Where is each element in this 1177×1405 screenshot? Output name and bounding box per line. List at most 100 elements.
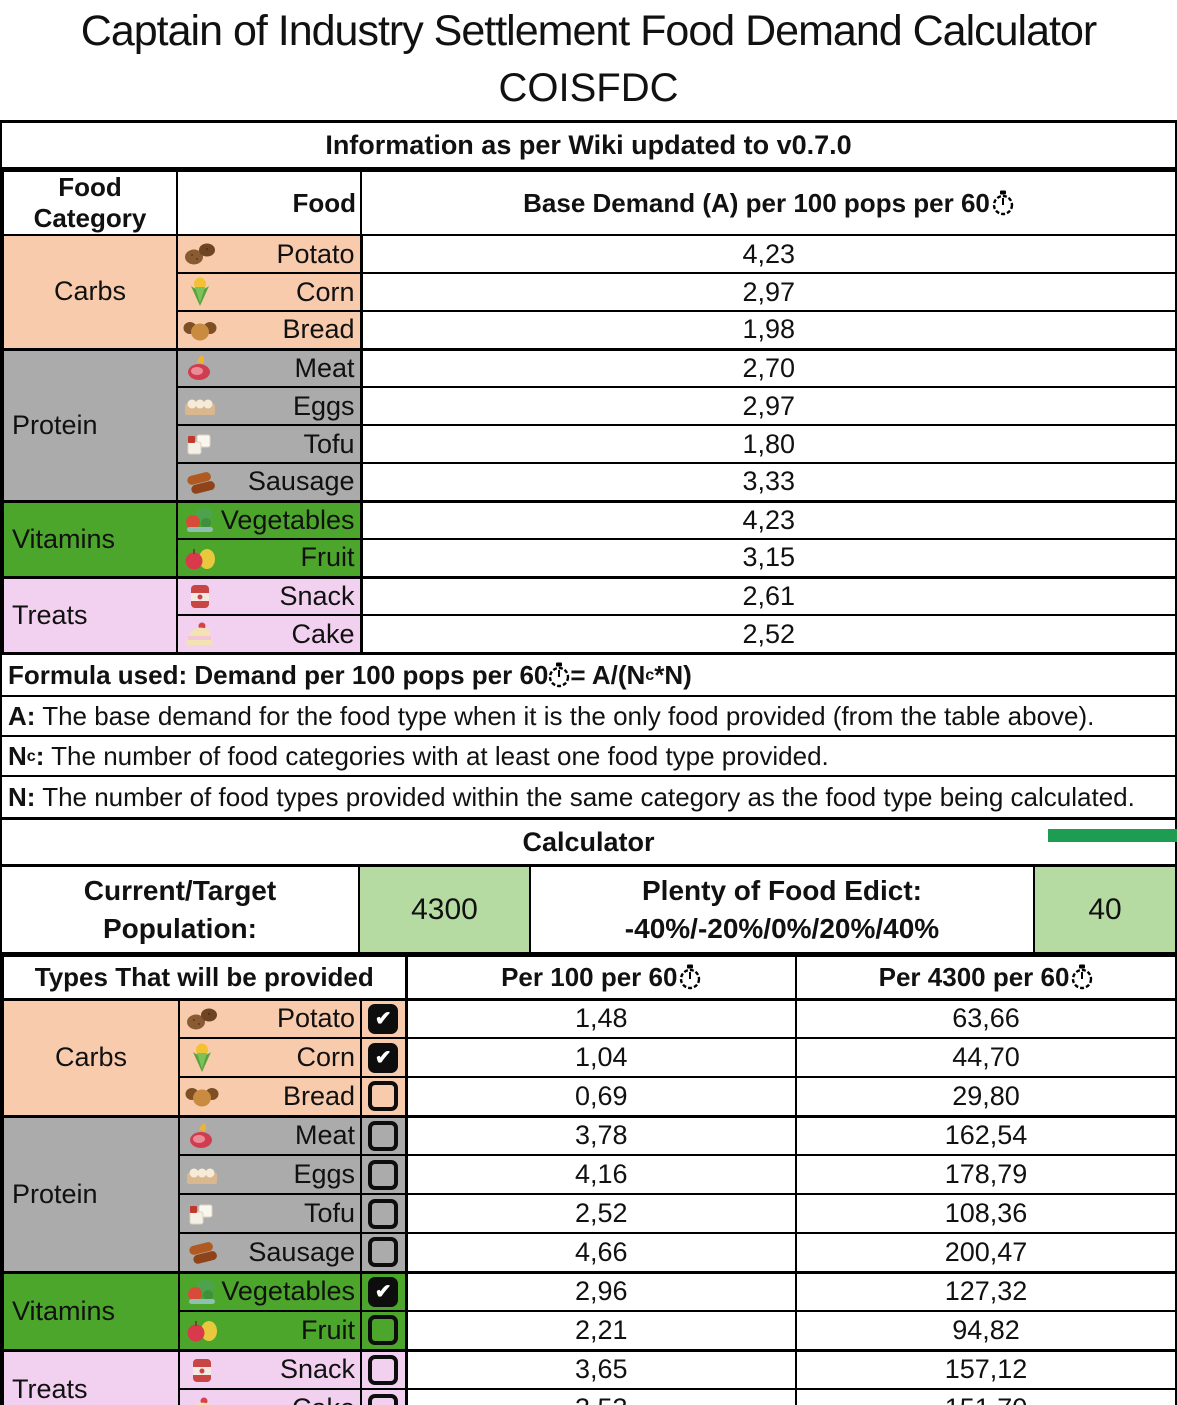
stopwatch-icon — [992, 190, 1014, 216]
fruit-icon — [184, 1315, 220, 1345]
checkbox-cell — [359, 1114, 408, 1156]
calculator-banner: Calculator — [2, 817, 1175, 867]
stopwatch-icon — [679, 964, 701, 990]
bread-checkbox[interactable] — [368, 1081, 399, 1112]
corn-icon — [182, 277, 218, 307]
page-title: Captain of Industry Settlement Food Dema… — [80, 7, 1097, 55]
food-cell-cake: Cake — [176, 614, 363, 654]
checkbox-cell — [359, 1348, 408, 1390]
food-cell-vegetables: Vegetables — [176, 499, 363, 540]
per4300-value: 200,47 — [795, 1232, 1177, 1273]
food-cell-sausage: Sausage — [176, 462, 363, 502]
corn-checkbox[interactable]: ✔ — [368, 1042, 399, 1073]
checkbox-cell — [359, 1388, 408, 1405]
bread-icon — [182, 315, 218, 345]
edict-input[interactable]: 40 — [1035, 867, 1175, 954]
per100-value: 0,69 — [405, 1076, 798, 1117]
vegetables-checkbox[interactable]: ✔ — [368, 1276, 399, 1307]
per4300-value: 127,32 — [795, 1270, 1177, 1312]
per100-value: 2,52 — [405, 1193, 798, 1234]
base-demand-value: 2,97 — [360, 272, 1177, 312]
category-cell-treats: Treats — [2, 575, 178, 654]
page-subtitle: COISFDC — [498, 66, 679, 110]
eggs-checkbox[interactable] — [368, 1159, 399, 1190]
potato-checkbox[interactable]: ✔ — [368, 1003, 399, 1034]
base-demand-value: 2,61 — [360, 575, 1177, 616]
spreadsheet: Information as per Wiki updated to v0.7.… — [0, 120, 1177, 1405]
check-icon: ✔ — [374, 1007, 392, 1030]
per4300-value: 151,70 — [795, 1388, 1177, 1405]
meat-icon — [184, 1121, 220, 1151]
cake-checkbox[interactable] — [368, 1393, 399, 1405]
base-demand-value: 3,33 — [360, 462, 1177, 502]
base-demand-value: 2,70 — [360, 347, 1177, 388]
food-cell-tofu: Tofu — [178, 1193, 362, 1234]
meat-checkbox[interactable] — [368, 1120, 399, 1151]
food-cell-potato: Potato — [176, 234, 363, 274]
food-cell-bread: Bread — [176, 310, 363, 350]
title-block: Captain of Industry Settlement Food Dema… — [0, 0, 1177, 120]
corn-icon — [184, 1043, 220, 1073]
calculator-inputs-row: Current/Target Population: 4300 Plenty o… — [2, 867, 1175, 955]
col-header-types: Types That will be provided — [1, 955, 408, 1000]
per100-value: 3,65 — [405, 1348, 798, 1390]
food-cell-snack: Snack — [178, 1348, 362, 1390]
category-cell-carbs: Carbs — [2, 234, 178, 350]
snack-checkbox[interactable] — [368, 1354, 399, 1385]
tofu-icon — [184, 1199, 220, 1229]
col-header-base-demand: Base Demand (A) per 100 pops per 60 — [360, 170, 1177, 236]
check-icon: ✔ — [374, 1046, 392, 1069]
population-label: Current/Target Population: — [2, 867, 360, 954]
cake-icon — [184, 1394, 220, 1405]
base-demand-value: 2,97 — [360, 386, 1177, 426]
food-cell-cake: Cake — [178, 1388, 362, 1405]
food-cell-meat: Meat — [178, 1114, 362, 1156]
food-cell-eggs: Eggs — [178, 1154, 362, 1195]
tofu-checkbox[interactable] — [368, 1198, 399, 1229]
population-input[interactable]: 4300 — [360, 867, 531, 954]
definition-n: N: The number of food types provided wit… — [2, 775, 1175, 817]
col-header-food-category: Food Category — [2, 170, 178, 236]
info-banner: Information as per Wiki updated to v0.7.… — [2, 120, 1175, 170]
per100-value: 3,53 — [405, 1388, 798, 1405]
per4300-value: 178,79 — [795, 1154, 1177, 1195]
sausage-checkbox[interactable] — [368, 1237, 399, 1268]
vegetables-icon — [182, 505, 218, 535]
snack-icon — [182, 581, 218, 611]
base-demand-value: 4,23 — [360, 234, 1177, 274]
per4300-value: 94,82 — [795, 1310, 1177, 1351]
checkbox-cell: ✔ — [359, 1270, 408, 1312]
per100-value: 4,16 — [405, 1154, 798, 1195]
edict-label: Plenty of Food Edict: -40%/-20%/0%/20%/4… — [531, 867, 1035, 954]
checkbox-cell — [359, 1193, 408, 1234]
food-cell-bread: Bread — [178, 1076, 362, 1117]
base-demand-value: 3,15 — [360, 538, 1177, 578]
checkbox-cell — [359, 1310, 408, 1351]
checkbox-cell: ✔ — [359, 997, 408, 1039]
category-cell-vitamins: Vitamins — [2, 499, 178, 578]
checkbox-cell — [359, 1232, 408, 1273]
vegetables-icon — [184, 1277, 220, 1307]
category-cell-protein: Protein — [2, 347, 178, 502]
potato-icon — [182, 239, 218, 269]
per4300-value: 162,54 — [795, 1114, 1177, 1156]
col-header-per4300: Per 4300 per 60 — [795, 955, 1177, 1000]
per100-value: 3,78 — [405, 1114, 798, 1156]
stopwatch-icon — [548, 662, 570, 688]
category-cell-vitamins: Vitamins — [2, 1270, 180, 1351]
food-cell-vegetables: Vegetables — [178, 1270, 362, 1312]
potato-icon — [184, 1004, 220, 1034]
food-cell-sausage: Sausage — [178, 1232, 362, 1273]
per4300-value: 108,36 — [795, 1193, 1177, 1234]
calculator-table: Types That will be provided Per 100 per … — [1, 955, 1177, 1405]
category-cell-treats: Treats — [2, 1348, 180, 1405]
cake-icon — [182, 619, 218, 649]
checkbox-cell — [359, 1154, 408, 1195]
fruit-checkbox[interactable] — [368, 1315, 399, 1346]
col-header-food: Food — [176, 170, 362, 236]
base-demand-value: 1,80 — [360, 424, 1177, 464]
per4300-value: 44,70 — [795, 1037, 1177, 1078]
base-demand-value: 4,23 — [360, 499, 1177, 540]
